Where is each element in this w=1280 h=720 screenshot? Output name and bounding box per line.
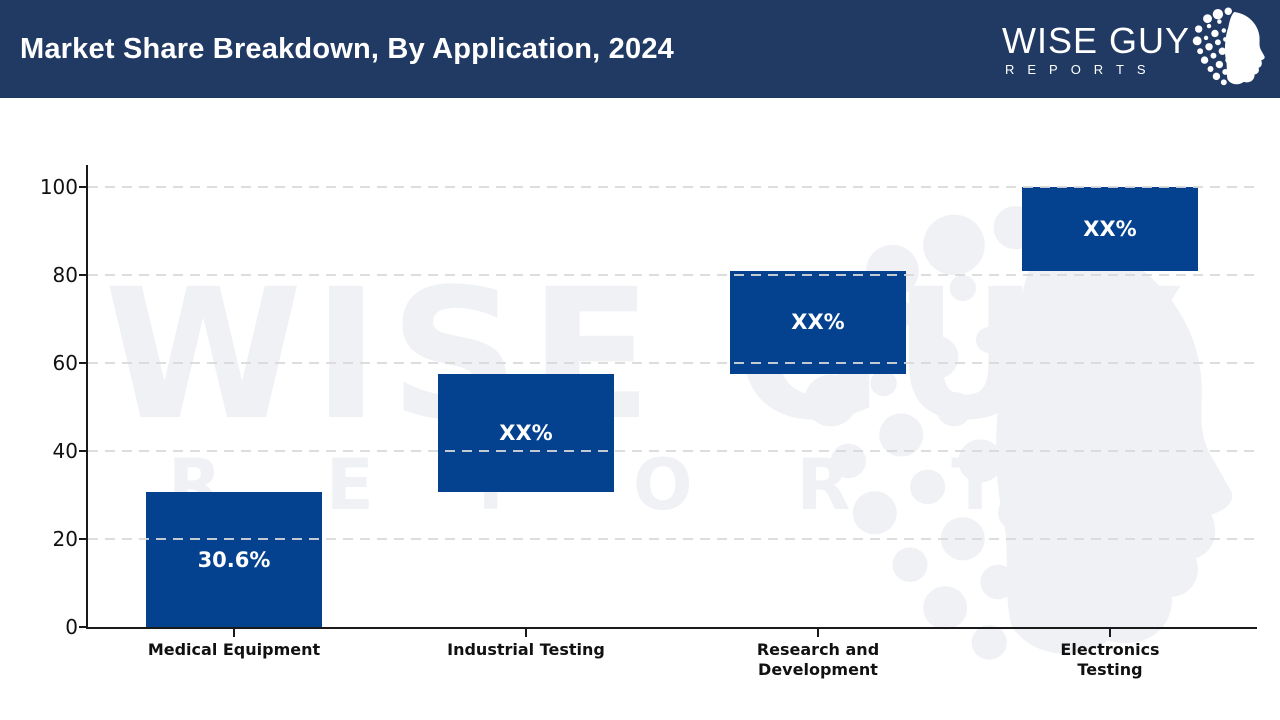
x-tick-mark bbox=[525, 629, 527, 637]
x-tick-mark bbox=[1109, 629, 1111, 637]
y-tick-label: 60 bbox=[52, 351, 78, 375]
y-tick-mark bbox=[79, 538, 88, 540]
y-axis-line bbox=[86, 165, 88, 629]
bar-value-label: 30.6% bbox=[197, 547, 271, 572]
y-tick-mark bbox=[79, 450, 88, 452]
bar-value-label: XX% bbox=[1083, 216, 1137, 241]
y-tick-mark bbox=[79, 362, 88, 364]
x-axis-line bbox=[86, 627, 1257, 629]
gridline bbox=[88, 362, 1256, 364]
wise-guy-head-icon bbox=[1192, 7, 1265, 86]
x-tick-mark bbox=[233, 629, 235, 637]
y-tick-label: 20 bbox=[52, 527, 78, 551]
bar-value-label: XX% bbox=[499, 421, 553, 446]
gridline bbox=[88, 274, 1256, 276]
bar: XX% bbox=[1022, 187, 1198, 271]
gridline bbox=[88, 450, 1256, 452]
y-tick-label: 40 bbox=[52, 439, 78, 463]
chart-area: WISE GUY REPORTS 30.6% XX% XX% XX% 0 20 40 60 80… bbox=[0, 98, 1280, 720]
x-category-label: Industrial Testing bbox=[447, 640, 605, 659]
bar: XX% bbox=[730, 270, 906, 374]
x-category-label: Electronics Testing bbox=[1060, 640, 1160, 679]
y-tick-label: 0 bbox=[65, 615, 78, 639]
bar: XX% bbox=[438, 374, 614, 493]
y-tick-mark bbox=[79, 274, 88, 276]
y-tick-label: 80 bbox=[52, 263, 78, 287]
header-bar: Market Share Breakdown, By Application, … bbox=[0, 0, 1280, 98]
x-category-label: Medical Equipment bbox=[147, 640, 321, 659]
x-tick-mark bbox=[817, 629, 819, 637]
y-tick-mark bbox=[79, 626, 88, 628]
brand-logo: WISE GUY REPORTS bbox=[1002, 4, 1266, 94]
y-tick-mark bbox=[79, 186, 88, 188]
y-tick-label: 100 bbox=[39, 175, 78, 199]
logo-text: WISE GUY REPORTS bbox=[1001, 19, 1190, 77]
gridline bbox=[88, 186, 1256, 188]
logo-sub-text: REPORTS bbox=[1004, 61, 1159, 77]
logo-brand-text: WISE GUY bbox=[1001, 19, 1190, 61]
gridline bbox=[88, 538, 1256, 540]
bar-value-label: XX% bbox=[791, 310, 845, 335]
chart-title: Market Share Breakdown, By Application, … bbox=[20, 32, 674, 65]
bar: 30.6% bbox=[146, 492, 322, 627]
x-category-label: Research and Development bbox=[756, 640, 880, 679]
